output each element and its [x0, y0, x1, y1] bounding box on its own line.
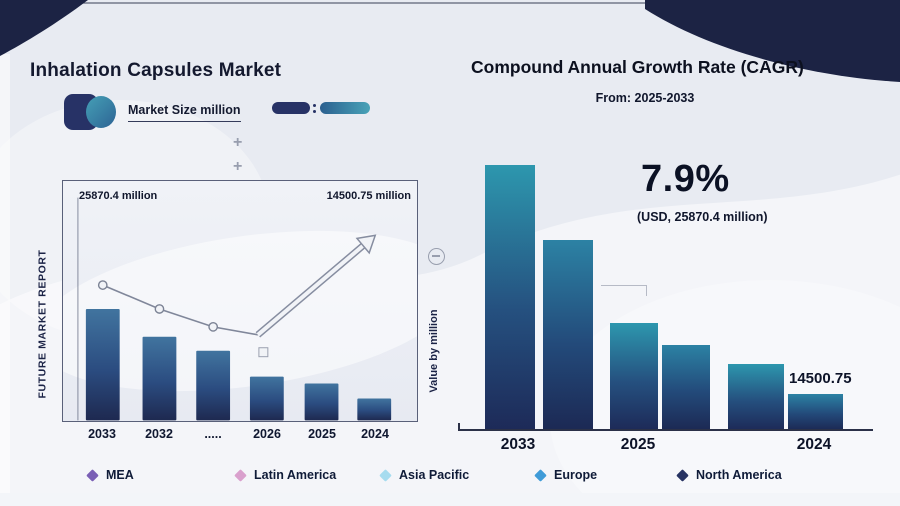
cagr-bar-2033-2: [543, 240, 593, 430]
value-14500-label: 14500.75: [789, 370, 852, 387]
minus-circle-icon: [428, 248, 445, 265]
cagr-chart: [455, 150, 885, 430]
legend-diamond: [534, 468, 547, 482]
trend-marker: [154, 304, 165, 314]
market-size-chart-panel: 25870.4 million 14500.75 million: [62, 180, 418, 422]
legend-label: North America: [696, 468, 782, 482]
cagr-x-label-2033: 2033: [500, 436, 536, 453]
cagr-x-label-2025: 2025: [620, 436, 656, 453]
legend-item-latin-america: Latin America: [234, 464, 337, 486]
cagr-x-label-2024: 2024: [796, 436, 832, 453]
x-label-2024: 2024: [361, 427, 389, 441]
plus-decoration: +: [233, 158, 243, 175]
cagr-bar-2024-2: [788, 394, 843, 430]
divider-pill-navy: [272, 102, 310, 114]
legend-label: Europe: [554, 468, 598, 482]
legend-label: Asia Pacific: [399, 468, 470, 482]
legend-item-north-america: North America: [676, 464, 782, 486]
value-by-million-label: Value by million: [428, 309, 440, 393]
legend-item-mea: MEA: [86, 464, 134, 486]
market-size-icon-overlay: [86, 96, 116, 128]
market-title: Inhalation Capsules Market: [30, 60, 282, 81]
trend-marker: [97, 280, 108, 290]
region-legend: MEA Latin America Asia Pacific Europe North …: [0, 464, 900, 488]
trend-marker: [208, 321, 219, 332]
market-size-bar-2025: [304, 383, 339, 421]
legend-diamond: [676, 468, 689, 482]
cagr-bar-2024-1: [728, 364, 784, 430]
background-bottom-band: [0, 493, 900, 506]
x-label-2025: 2025: [308, 427, 336, 441]
market-size-x-labels: 2033 2032..... 2026 2025 2024: [62, 427, 418, 445]
divider-dot: [313, 104, 316, 107]
x-label-2033: 2033: [88, 427, 116, 441]
value-2024-label: 14500.75 million: [326, 190, 411, 202]
legend-item-asia-pacific: Asia Pacific: [379, 464, 470, 486]
divider-dot: [313, 110, 316, 113]
divider-pill-teal: [320, 102, 370, 114]
cagr-value: 7.9%: [641, 158, 730, 200]
market-size-bar-.....: [196, 350, 231, 421]
trend-line: [102, 284, 259, 336]
cagr-bar-2025-1: [610, 323, 658, 430]
market-size-bar-2032: [142, 336, 177, 421]
plus-decoration: +: [233, 134, 243, 151]
legend-item-europe: Europe: [534, 464, 598, 486]
cagr-title: Compound Annual Growth Rate (CAGR): [471, 57, 804, 77]
cagr-note: (USD, 25870.4 million): [637, 210, 768, 224]
cagr-bar-2033-1: [485, 165, 535, 430]
legend-diamond: [86, 468, 99, 482]
value-2033-label: 25870.4 million: [79, 190, 158, 202]
cagr-subtitle: From: 2025-2033: [595, 91, 695, 105]
market-size-legend-label: Market Size million: [128, 103, 241, 122]
x-label-.....: .....: [204, 427, 222, 441]
x-label-2026: 2026: [253, 427, 281, 441]
corner-shape-top-left: [0, 0, 88, 56]
square-marker: [258, 347, 269, 358]
x-axis-line: [458, 429, 873, 431]
market-size-chart-svg: [77, 197, 392, 421]
market-size-bar-2033: [85, 308, 120, 421]
background-left-strip: [0, 54, 10, 494]
growth-arrow-head: [355, 234, 377, 255]
legend-label: MEA: [106, 468, 134, 482]
cagr-bar-2025-2: [662, 345, 710, 430]
step-line-decoration: [601, 285, 647, 296]
growth-arrow-shaft: [256, 244, 365, 337]
future-market-report-label: FUTURE MARKET REPORT: [36, 249, 49, 399]
legend-label: Latin America: [254, 468, 337, 482]
market-size-bar-2024: [357, 398, 392, 421]
x-label-2032: 2032: [145, 427, 173, 441]
corner-shape-top-right: [645, 0, 900, 82]
x-axis-tick: [458, 423, 460, 431]
cagr-x-labels: 2033 2025 2024: [455, 436, 885, 456]
legend-diamond: [379, 468, 392, 482]
legend-diamond: [234, 468, 247, 482]
market-size-legend: Market Size million: [64, 94, 324, 134]
market-size-bar-2026: [249, 376, 284, 421]
